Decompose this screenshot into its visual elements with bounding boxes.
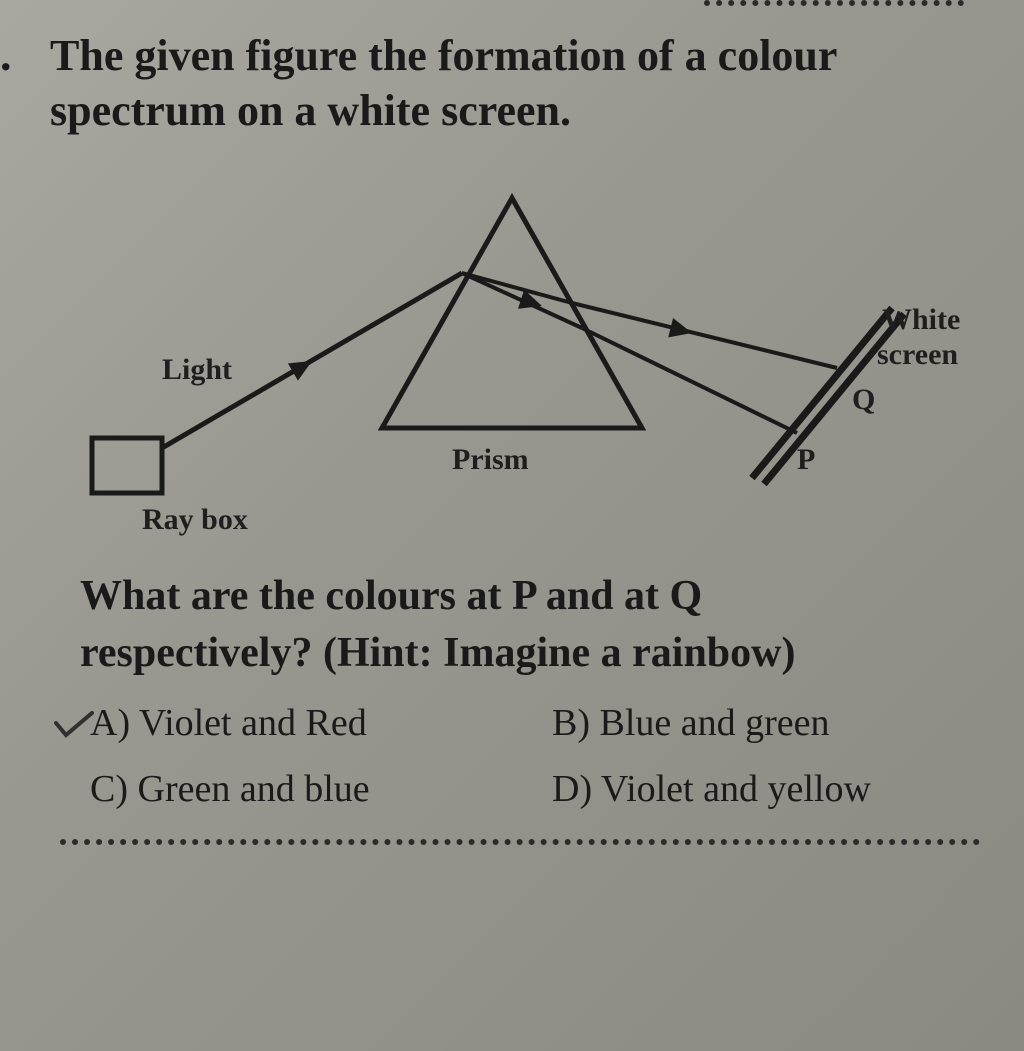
option-C-label: C) Green and blue xyxy=(90,768,370,810)
option-B[interactable]: B) Blue and green xyxy=(552,701,984,745)
raybox-shape xyxy=(92,438,162,493)
label-Q: Q xyxy=(852,383,875,417)
option-B-label: B) Blue and green xyxy=(552,702,830,744)
diagram-svg xyxy=(52,158,952,538)
label-white: White xyxy=(882,303,960,337)
option-C[interactable]: C) Green and blue xyxy=(90,767,522,811)
top-dotted-separator xyxy=(704,0,964,6)
check-icon xyxy=(54,711,94,741)
out-arrow-icon xyxy=(668,318,692,337)
question-line2: spectrum on a white screen. xyxy=(50,86,571,135)
option-A-label: A) Violet and Red xyxy=(90,702,367,744)
page: . The given figure the formation of a co… xyxy=(0,0,1024,1051)
label-screen: screen xyxy=(877,338,958,372)
option-D[interactable]: D) Violet and yellow xyxy=(552,767,984,811)
prism-diagram: Light Ray box Prism White screen P Q xyxy=(52,158,952,538)
subq-line1: What are the colours at P and at Q xyxy=(80,573,702,619)
question-text: The given figure the formation of a colo… xyxy=(50,28,984,138)
question-line1: The given figure the formation of a colo… xyxy=(50,31,837,80)
out-ray-top xyxy=(572,303,837,368)
options-grid: A) Violet and Red B) Blue and green C) G… xyxy=(90,701,984,811)
label-P: P xyxy=(797,443,815,477)
question-number: . xyxy=(0,28,12,81)
sub-question: What are the colours at P and at Q respe… xyxy=(80,568,984,681)
label-light: Light xyxy=(162,353,232,387)
label-raybox: Ray box xyxy=(142,503,248,537)
bottom-dotted-separator xyxy=(60,839,980,845)
option-A[interactable]: A) Violet and Red xyxy=(90,701,522,745)
prism-shape xyxy=(382,198,642,428)
label-prism: Prism xyxy=(452,443,529,477)
option-D-label: D) Violet and yellow xyxy=(552,768,871,810)
subq-line2: respectively? (Hint: Imagine a rainbow) xyxy=(80,630,795,676)
